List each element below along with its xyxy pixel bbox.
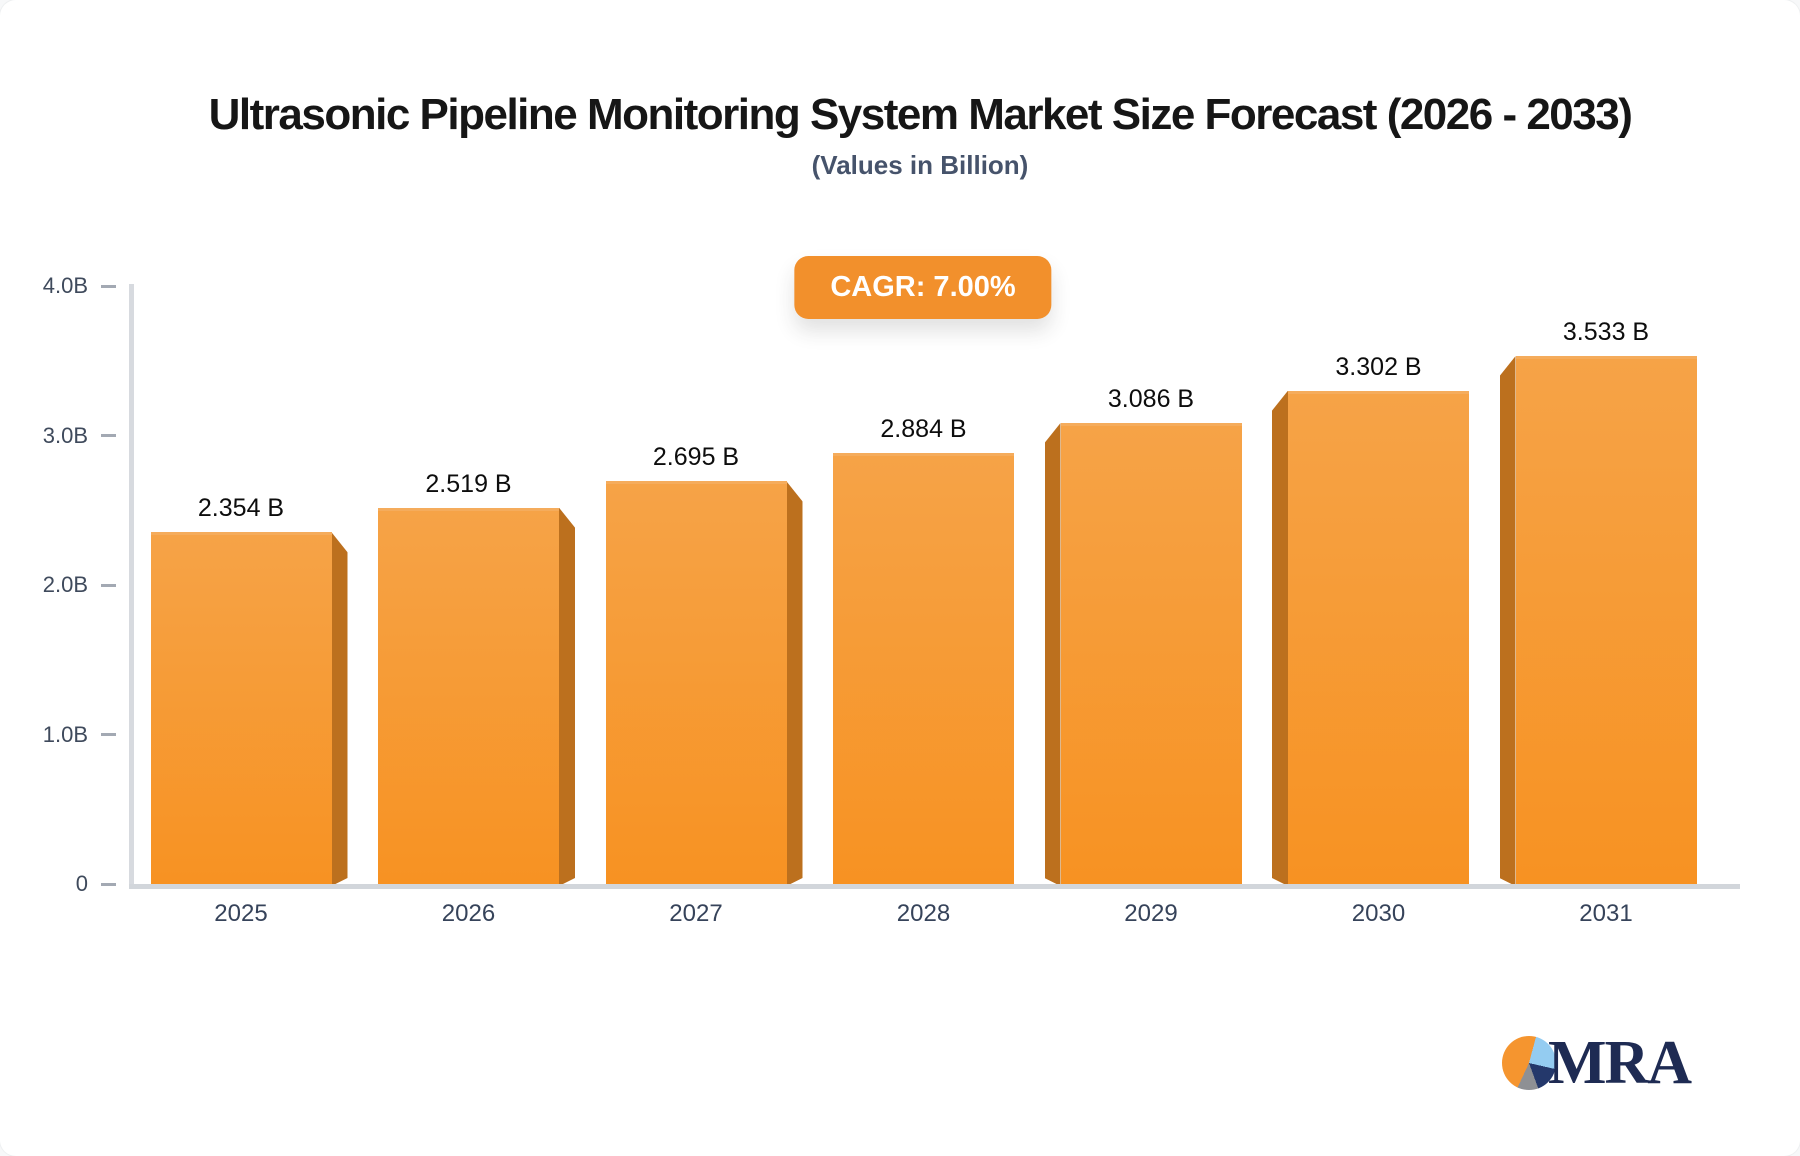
x-axis-label-2028: 2028: [896, 900, 951, 927]
x-axis-line: [129, 884, 1740, 889]
x-axis-label-2026: 2026: [441, 900, 496, 927]
bar-value-label-2026: 2.519 B: [425, 469, 512, 498]
y-axis-line: [129, 284, 134, 887]
y-axis-tick-mark: [101, 284, 116, 288]
bar-2031[interactable]: [1515, 356, 1697, 886]
mra-logo: MRA: [1502, 1029, 1692, 1097]
x-axis-label-2025: 2025: [214, 900, 268, 927]
chart-subtitle: (Values in Billion): [811, 150, 1029, 180]
chart-title: Ultrasonic Pipeline Monitoring System Ma…: [208, 90, 1633, 139]
y-axis-tick-label: 2.0B: [42, 572, 88, 598]
y-axis-tick-label: 4.0B: [42, 273, 88, 299]
y-axis-tick-mark: [101, 882, 116, 886]
bar-side-face-2031: [1500, 356, 1516, 886]
y-axis-tick-label: 1.0B: [42, 721, 88, 747]
bar-value-label-2031: 3.533 B: [1562, 318, 1650, 347]
bar-2029[interactable]: [1060, 422, 1242, 886]
bar-2027[interactable]: [605, 481, 787, 886]
bar-side-face-2029: [1045, 423, 1061, 886]
bar-side-face-2025: [332, 532, 348, 886]
bar-value-label-2027: 2.695 B: [652, 443, 740, 472]
bar-value-label-2025: 2.354 B: [197, 494, 285, 523]
bar-side-face-2030: [1272, 391, 1288, 886]
pie-chart-icon: [1502, 1036, 1556, 1090]
mra-logo-text: MRA: [1548, 1029, 1692, 1097]
y-axis-tick-mark: [101, 583, 116, 587]
bar-value-label-2030: 3.302 B: [1335, 352, 1422, 381]
cagr-badge: CAGR: 7.00%: [794, 256, 1052, 319]
bar-value-label-2029: 3.086 B: [1107, 384, 1195, 413]
x-axis-label-2031: 2031: [1579, 900, 1633, 927]
bar-2026[interactable]: [378, 507, 559, 886]
y-axis-tick-label: 0: [75, 871, 88, 896]
y-axis-tick-mark: [101, 434, 116, 438]
bar-side-face-2027: [787, 481, 803, 886]
bar-2030[interactable]: [1288, 390, 1469, 886]
bar-2025[interactable]: [150, 532, 332, 886]
x-axis-label-2030: 2030: [1351, 900, 1406, 927]
bar-side-face-2026: [559, 508, 575, 886]
x-axis-label-2029: 2029: [1124, 900, 1178, 927]
y-axis-tick-label: 3.0B: [42, 422, 88, 448]
x-axis-label-2027: 2027: [669, 900, 723, 927]
bar-2028[interactable]: [833, 453, 1014, 886]
y-axis-tick-mark: [101, 733, 116, 737]
bar-value-label-2028: 2.884 B: [880, 415, 967, 444]
